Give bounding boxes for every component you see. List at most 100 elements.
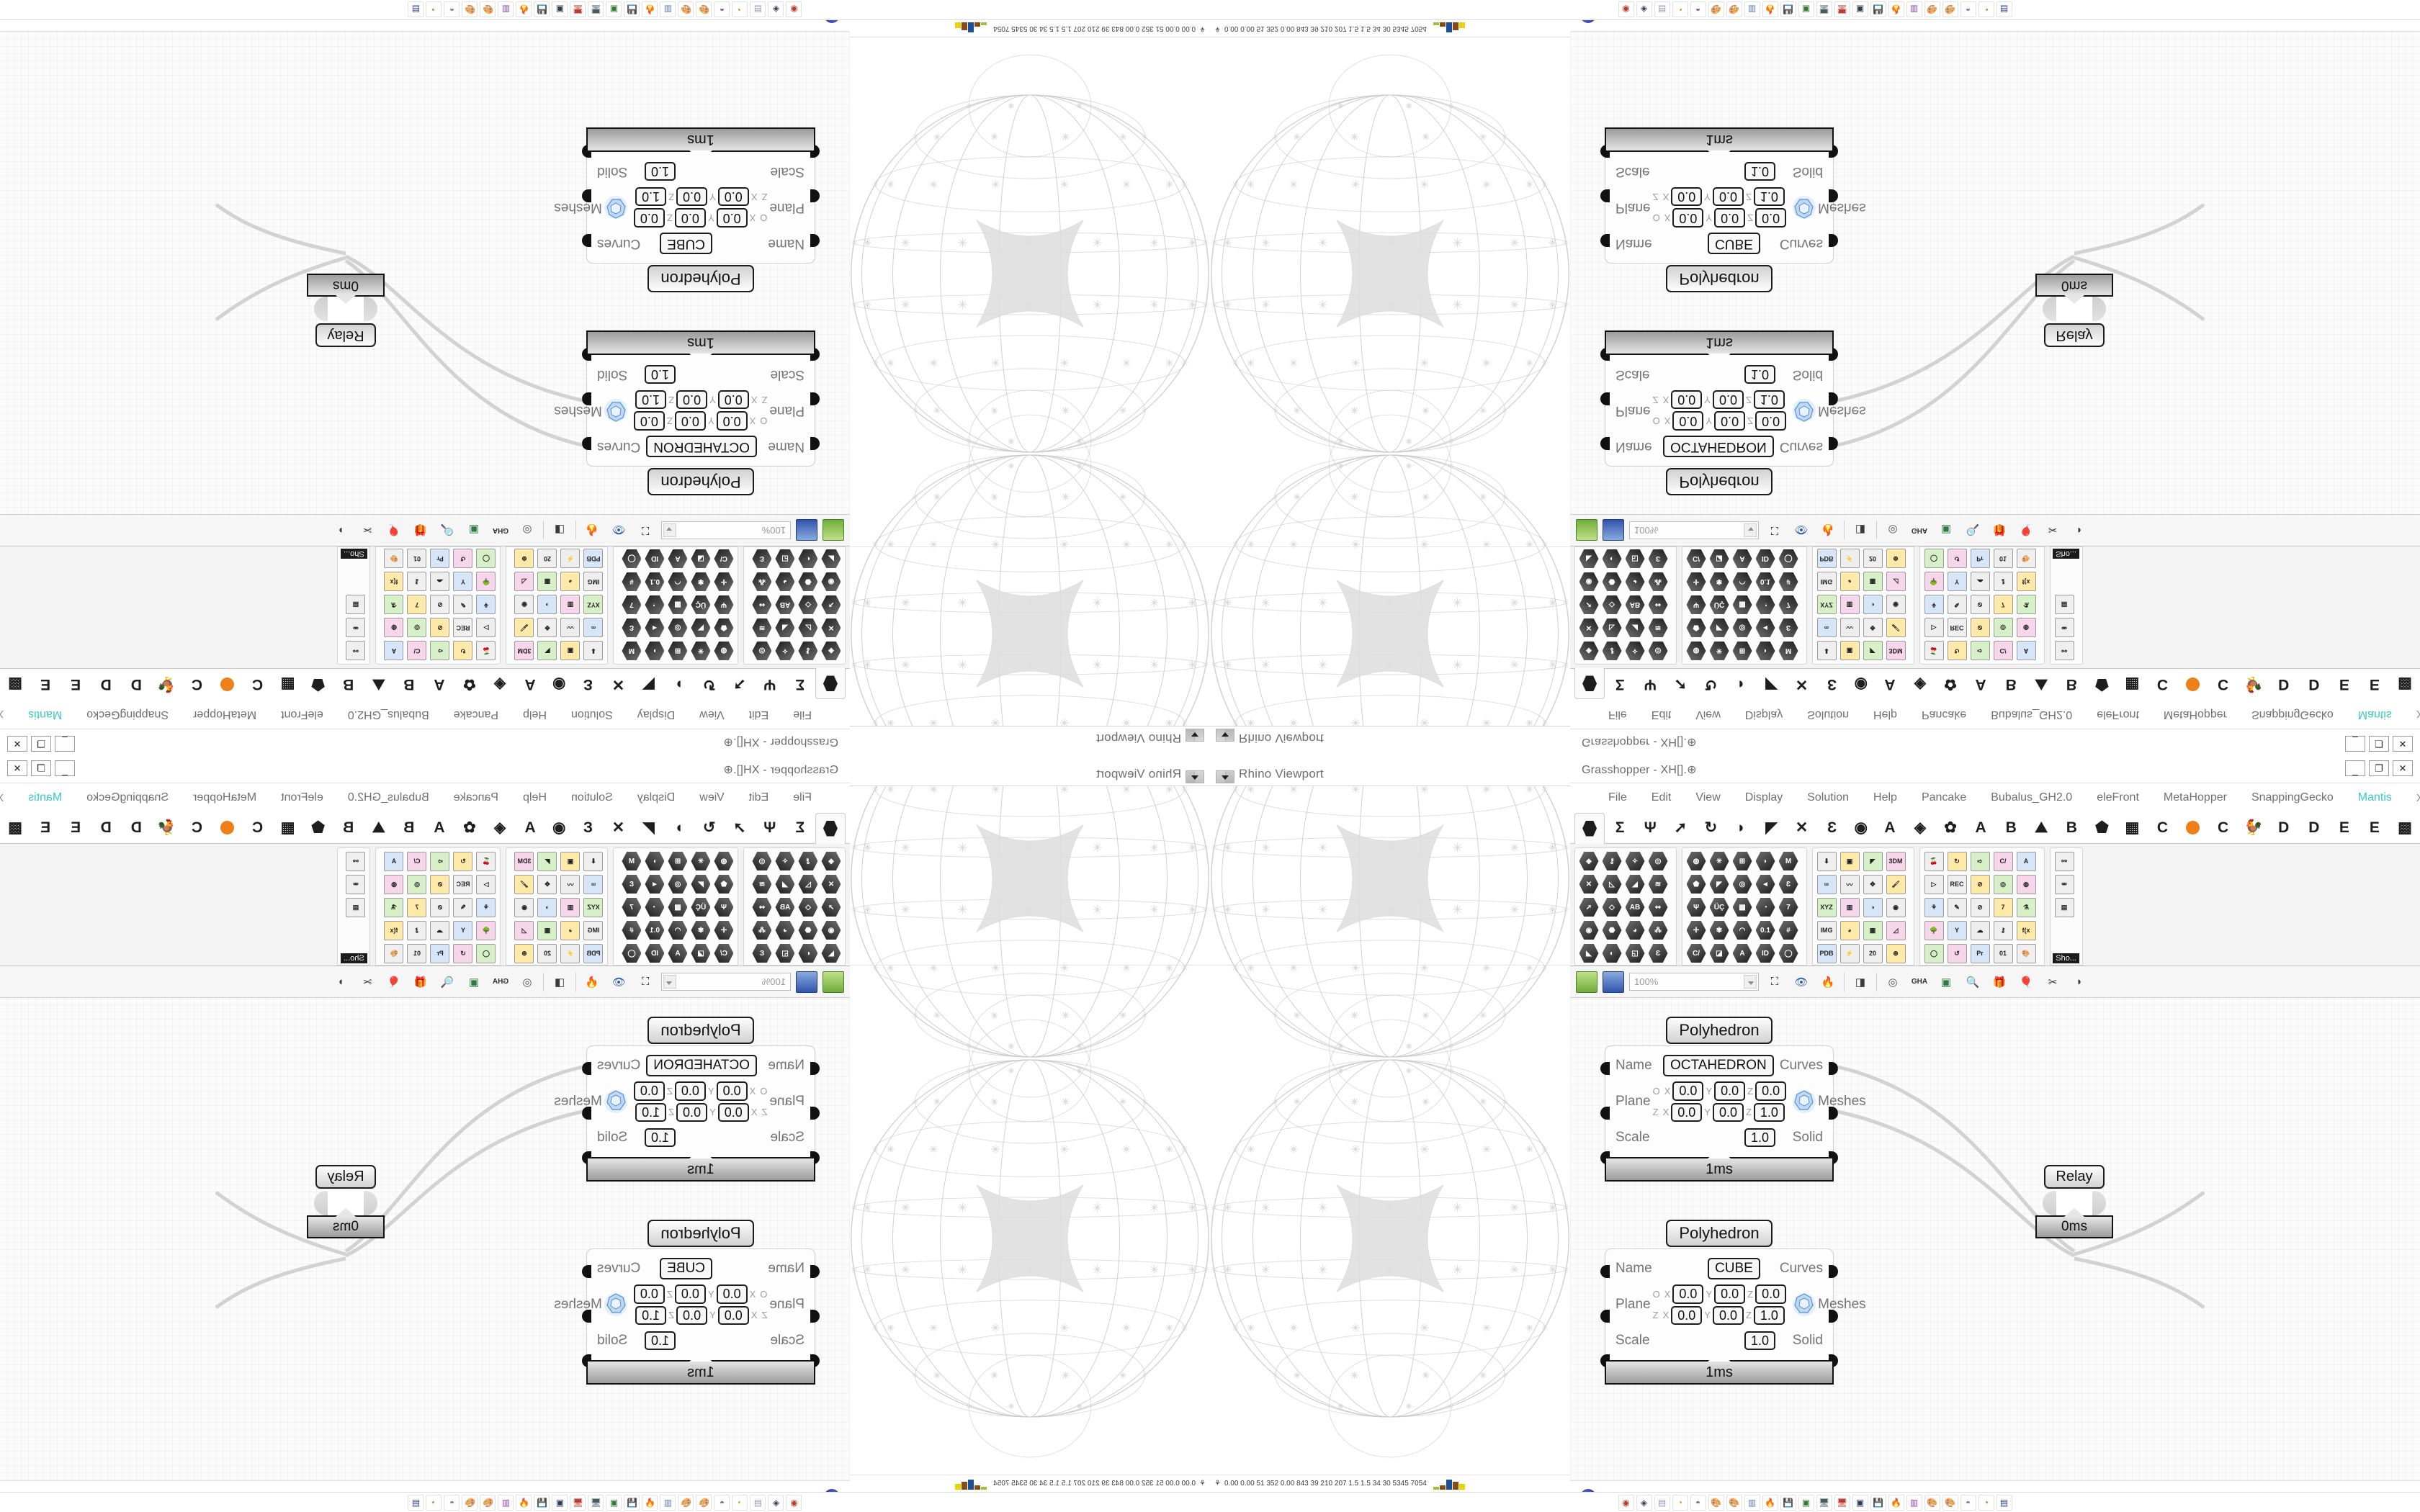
preview-eye-icon[interactable]: 👁 xyxy=(1794,523,1809,536)
component-icon-2-11[interactable]: ◉ xyxy=(514,594,535,616)
ribbon-tab-11[interactable]: ◈ xyxy=(1914,819,1927,836)
plane-zaxis-x[interactable]: 0.0 xyxy=(1671,1102,1703,1122)
menu-item-view[interactable]: View xyxy=(699,791,725,804)
ribbon-tab-15[interactable]: ⛰ xyxy=(372,676,385,693)
component-icon-3-18[interactable]: ⚷ xyxy=(406,571,428,593)
taskbar-app-icon-13[interactable]: ▣ xyxy=(552,1494,568,1511)
component-polyhedron-cube[interactable]: Polyhedron Name CUBE Curves Plane xyxy=(1600,1220,1866,1385)
taskbar-app-icon-3[interactable]: ◔ xyxy=(732,1,748,18)
name-value-field[interactable]: OCTAHEDRON xyxy=(646,1055,757,1076)
menu-item-mantis[interactable]: Mantis xyxy=(28,791,63,804)
fit-view-icon[interactable]: ⛶ xyxy=(641,976,650,988)
document-icon[interactable]: ▣ xyxy=(468,976,480,989)
component-icon-2-9[interactable]: ▥ xyxy=(1839,896,1860,918)
component-icon-3-0[interactable]: 🍒 xyxy=(475,640,497,662)
ribbon-tab-7[interactable]: ✕ xyxy=(611,819,625,836)
ribbon-tab-6[interactable]: ◤ xyxy=(642,819,655,836)
component-icon-3-18[interactable]: ⚷ xyxy=(406,919,428,941)
taskbar-app-icon-21[interactable]: ▤ xyxy=(1996,1,2012,18)
ribbon-tab-22[interactable]: 🐓 xyxy=(157,819,176,836)
viewport-spinner-icon[interactable] xyxy=(1216,729,1234,742)
input-port-plane[interactable] xyxy=(1600,1310,1610,1323)
ribbon-tab-22[interactable]: 🐓 xyxy=(2244,819,2263,836)
name-value-field[interactable]: OCTAHEDRON xyxy=(646,436,757,457)
taskbar-app-icon-13[interactable]: ▣ xyxy=(552,1,568,18)
component-icon-2-10[interactable]: ◑ xyxy=(1862,594,1883,616)
component-icon-1-5[interactable]: ⬟ xyxy=(1685,873,1707,895)
component-icon-3-22[interactable]: Pr xyxy=(429,942,451,964)
component-icon-3-23[interactable]: 01 xyxy=(406,548,428,570)
gha-assembly-icon[interactable]: GHA xyxy=(1911,978,1928,986)
minimize-button[interactable]: _ xyxy=(2345,736,2365,752)
component-icon-2-16[interactable]: PDB xyxy=(1816,942,1837,964)
ribbon-tab-17[interactable]: ⬟ xyxy=(311,819,325,836)
taskbar-app-icon-14[interactable]: 💾 xyxy=(534,1494,550,1511)
plane-origin-y[interactable]: 0.0 xyxy=(674,208,706,228)
menu-item-metahopper[interactable]: MetaHopper xyxy=(2163,708,2227,721)
component-icon-3-24[interactable]: 🎨 xyxy=(383,942,405,964)
menu-item-help[interactable]: Help xyxy=(523,791,547,804)
component-icon-1-14[interactable]: 7 xyxy=(1778,594,1799,616)
ribbon-tab-17[interactable]: ⬟ xyxy=(311,676,325,693)
ribbon-tab-16[interactable]: B xyxy=(2066,676,2077,693)
ribbon-tab-7[interactable]: ✕ xyxy=(1795,676,1809,693)
component-icon-0-16[interactable]: ◣ xyxy=(1578,548,1600,570)
taskbar-app-icon-18[interactable]: 🎨 xyxy=(1942,1494,1958,1511)
plane-origin-x[interactable]: 0.0 xyxy=(716,411,748,431)
taskbar-app-icon-10[interactable]: ▣ xyxy=(1798,1,1814,18)
plane-zaxis-z[interactable]: 1.0 xyxy=(635,1305,667,1326)
menu-item-bubalus-gh2-0[interactable]: Bubalus_GH2.0 xyxy=(1991,791,2073,804)
taskbar-app-icon-12[interactable]: 🖥 xyxy=(570,1,586,18)
taskbar-app-icon-2[interactable]: ▤ xyxy=(750,1494,766,1511)
taskbar-app-icon-11[interactable]: 🖥 xyxy=(1816,1494,1832,1511)
menu-item-elefront[interactable]: eleFront xyxy=(281,791,323,804)
component-icon-1-8[interactable]: ◄ xyxy=(1754,617,1776,639)
component-icon-0-0[interactable]: ◈ xyxy=(1578,850,1600,872)
component-icon-3-20[interactable]: ◯ xyxy=(475,942,497,964)
component-icon-3-6[interactable]: REC xyxy=(452,617,474,639)
open-file-icon[interactable] xyxy=(1576,519,1597,541)
output-port-curves[interactable] xyxy=(1829,1265,1838,1278)
rhino-viewport-tab-label[interactable]: Rhino Viewport xyxy=(1239,767,1324,780)
cluster-icon[interactable]: ◎ xyxy=(522,976,532,989)
component-icon-3-14[interactable]: ⚗ xyxy=(2015,594,2037,616)
component-icon-2-7[interactable]: 🖌 xyxy=(1885,617,1906,639)
menu-item-solution[interactable]: Solution xyxy=(570,708,613,721)
component-icon-1-18[interactable]: 0.1 xyxy=(1754,919,1776,941)
component-icon-1-13[interactable]: ◔ xyxy=(1754,594,1776,616)
ribbon-tab-24[interactable]: D xyxy=(2308,676,2320,693)
minimize-button[interactable]: _ xyxy=(55,760,75,776)
component-icon-3-14[interactable]: ⚗ xyxy=(383,594,405,616)
component-icon-1-21[interactable]: ◪ xyxy=(690,548,712,570)
component-icon-0-9[interactable]: ◇ xyxy=(797,594,819,616)
component-icon-0-4[interactable]: ✕ xyxy=(820,873,842,895)
menu-item-display[interactable]: Display xyxy=(1744,708,1783,721)
component-icon-1-2[interactable]: ⊞ xyxy=(667,850,689,872)
plane-origin-y[interactable]: 0.0 xyxy=(674,411,706,431)
component-icon-1-10[interactable]: Ψ xyxy=(713,896,735,918)
component-icon-0-13[interactable]: ⬣ xyxy=(797,571,819,593)
taskbar-app-icon-0[interactable]: ◉ xyxy=(1618,1494,1634,1511)
component-icon-3-19[interactable]: f(x xyxy=(383,571,405,593)
ribbon-tab-25[interactable]: E xyxy=(2339,819,2349,836)
component-icon-2-17[interactable]: ⚡ xyxy=(560,942,581,964)
component-icon-1-21[interactable]: ◪ xyxy=(1708,942,1730,964)
component-icon-3-22[interactable]: Pr xyxy=(429,548,451,570)
component-icon-3-12[interactable]: ⊘ xyxy=(429,594,451,616)
component-icon-3-10[interactable]: ⚘ xyxy=(475,896,497,918)
component-icon-0-12[interactable]: ◉ xyxy=(1578,571,1600,593)
component-icon-0-3[interactable]: ◎ xyxy=(1647,640,1669,662)
component-icon-3-20[interactable]: ◯ xyxy=(1923,548,1945,570)
component-icon-0-2[interactable]: ✧ xyxy=(774,640,796,662)
plane-origin-x[interactable]: 0.0 xyxy=(1672,1284,1704,1304)
component-icon-1-9[interactable]: Ɛ xyxy=(1778,873,1799,895)
rhino-viewport-tab-label[interactable]: Rhino Viewport xyxy=(1096,767,1181,780)
component-icon-1-17[interactable]: ◠ xyxy=(1731,571,1753,593)
search-icon[interactable]: 🔍 xyxy=(440,523,454,536)
gha-assembly-icon[interactable]: GHA xyxy=(492,978,509,986)
component-icon-0-19[interactable]: Ɛ xyxy=(1647,942,1669,964)
component-icon-3-1[interactable]: ↻ xyxy=(452,850,474,872)
component-icon-3-0[interactable]: 🍒 xyxy=(1923,640,1945,662)
component-icon-3-0[interactable]: 🍒 xyxy=(1923,850,1945,872)
menu-item-pancake[interactable]: Pancake xyxy=(1921,708,1967,721)
